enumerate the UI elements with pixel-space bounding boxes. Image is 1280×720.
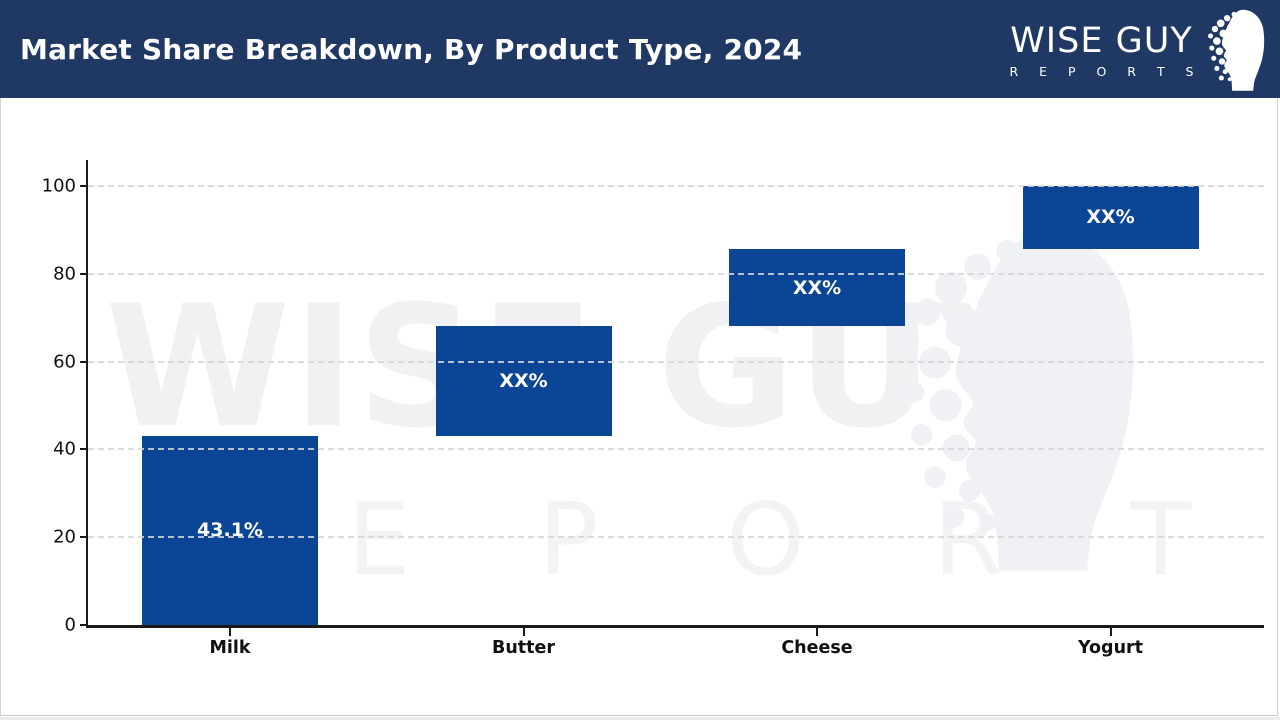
y-tick-label-60: 60 [53,351,76,373]
watermark-head-icon [897,231,1134,571]
page-title: Market Share Breakdown, By Product Type,… [20,32,803,66]
y-tick-label-20: 20 [53,526,76,548]
bar-value-label-cheese: XX% [792,276,842,299]
y-tick-mark-40 [80,448,88,451]
x-axis-spine [86,625,1264,628]
x-tick-mark-yogurt [1109,628,1112,636]
bar-cheese [729,248,905,327]
y-tick-label-40: 40 [53,438,76,460]
bar-value-label-milk: 43.1% [197,519,263,542]
wiseguy-head-icon [1208,9,1265,91]
bar-yogurt [1022,186,1199,249]
gridline-20 [88,536,1264,539]
logo-text: WISE GUY R E P O R T S [1001,21,1202,79]
gridline-60 [88,360,1264,363]
x-tick-mark-cheese [816,628,818,636]
gridline-100 [88,185,1264,187]
waterfall-chart: WISE GUY R E P O R T S 02040608010043.1%… [0,98,1280,720]
wiseguy-logo: WISE GUY R E P O R T S [1001,6,1268,94]
bar-value-label-yogurt: XX% [1086,206,1135,229]
gridline-40 [88,448,1264,451]
y-tick-label-0: 0 [64,614,76,636]
gridline-80 [88,272,1264,275]
y-tick-mark-20 [80,536,88,539]
bar-butter [435,326,612,436]
logo-wordmark: WISE GUY [1010,21,1193,61]
header-bar: Market Share Breakdown, By Product Type,… [0,0,1280,98]
x-tick-label-yogurt: Yogurt [1077,638,1144,658]
bar-value-label-butter: XX% [499,370,548,393]
y-tick-label-80: 80 [53,263,76,285]
x-tick-mark-milk [229,628,231,636]
logo-subtitle: R E P O R T S [1009,64,1202,79]
y-tick-mark-80 [80,272,88,275]
y-tick-label-100: 100 [41,175,76,197]
x-tick-label-butter: Butter [491,638,556,658]
y-axis-spine [86,160,88,627]
x-tick-label-milk: Milk [209,638,251,658]
y-tick-mark-60 [80,360,88,363]
x-tick-mark-butter [522,628,525,636]
bar-milk [142,435,318,625]
bottom-strip [0,717,1280,720]
x-tick-label-cheese: Cheese [781,638,853,658]
y-tick-mark-0 [80,624,88,626]
y-tick-mark-100 [80,185,88,187]
